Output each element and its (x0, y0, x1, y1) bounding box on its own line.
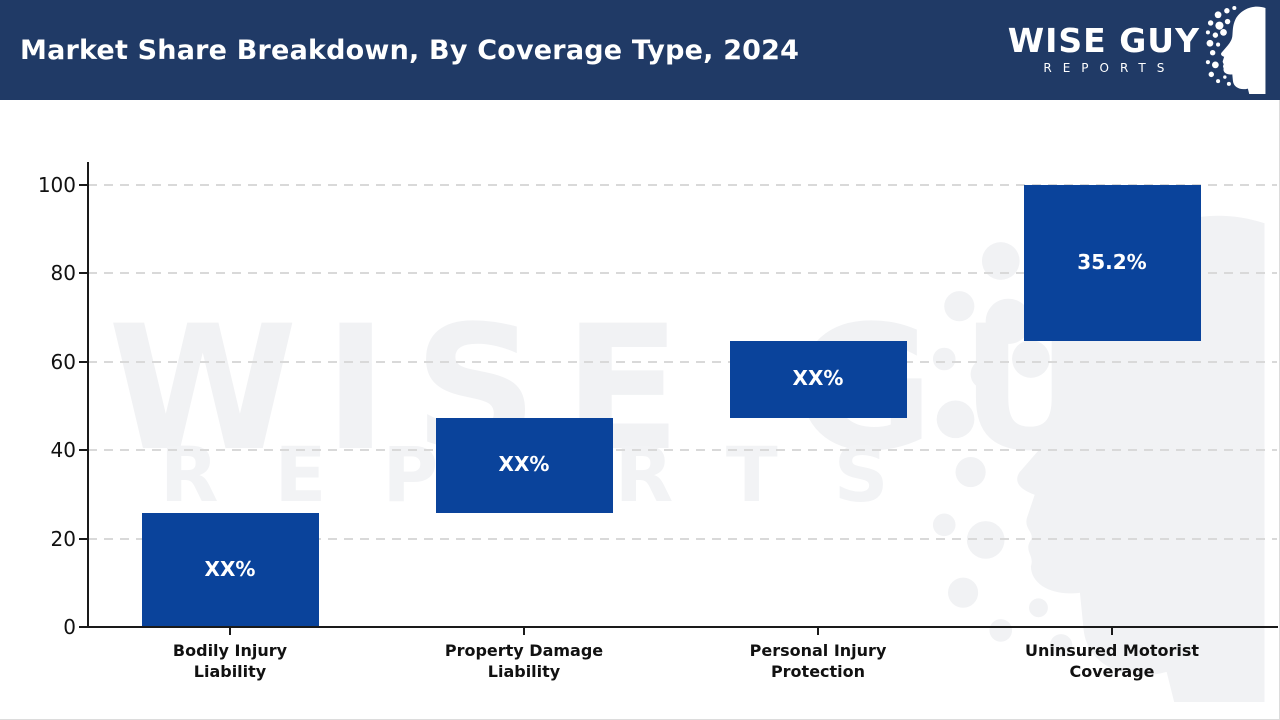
category-label: Uninsured Motorist Coverage (1024, 641, 1200, 681)
bar-value-label: 35.2% (1077, 249, 1147, 274)
category-label: Bodily Injury Liability (172, 641, 288, 681)
bar-2: XX% (435, 417, 613, 513)
page-title: Market Share Breakdown, By Coverage Type… (20, 34, 800, 66)
x-tick-3 (817, 628, 819, 635)
category-label: Personal Injury Protection (749, 641, 887, 681)
y-axis-line (87, 162, 89, 628)
logo-subtitle: REPORTS (1043, 61, 1176, 75)
y-tick-80 (79, 272, 87, 275)
gridline-100 (88, 184, 1277, 186)
y-tick-100 (79, 184, 87, 186)
wise-guy-logo: WISE GUY REPORTS (1008, 6, 1266, 94)
y-tick-20 (79, 537, 87, 540)
y-tick-60 (79, 360, 87, 363)
gridline-80 (88, 272, 1277, 275)
category-label: Property Damage Liability (444, 641, 604, 681)
logo-face-icon (1204, 6, 1266, 94)
x-tick-4 (1111, 628, 1113, 635)
gridline-20 (88, 537, 1277, 540)
y-tick-0 (79, 626, 87, 628)
y-tick-40 (79, 449, 87, 452)
y-tick-label-0: 0 (63, 615, 76, 639)
bar-value-label: XX% (204, 556, 256, 581)
y-tick-label-60: 60 (50, 349, 76, 374)
x-axis-line (87, 626, 1278, 628)
bar-value-label: XX% (792, 366, 844, 391)
bar-value-label: XX% (498, 452, 550, 477)
y-tick-label-80: 80 (50, 261, 76, 286)
y-tick-label-100: 100 (37, 173, 76, 197)
bar-4: 35.2% (1023, 185, 1201, 341)
gridline-60 (88, 360, 1277, 363)
gridline-40 (88, 449, 1277, 452)
y-tick-label-20: 20 (50, 526, 76, 551)
header-bar: Market Share Breakdown, By Coverage Type… (0, 0, 1280, 100)
logo-text: WISE GUY REPORTS (1008, 24, 1200, 76)
bar-3: XX% (729, 340, 907, 418)
x-tick-2 (523, 628, 525, 635)
y-tick-label-40: 40 (50, 438, 76, 463)
logo-wordmark: WISE GUY (1007, 21, 1200, 60)
bar-1: XX% (141, 512, 319, 627)
x-tick-1 (229, 628, 231, 635)
